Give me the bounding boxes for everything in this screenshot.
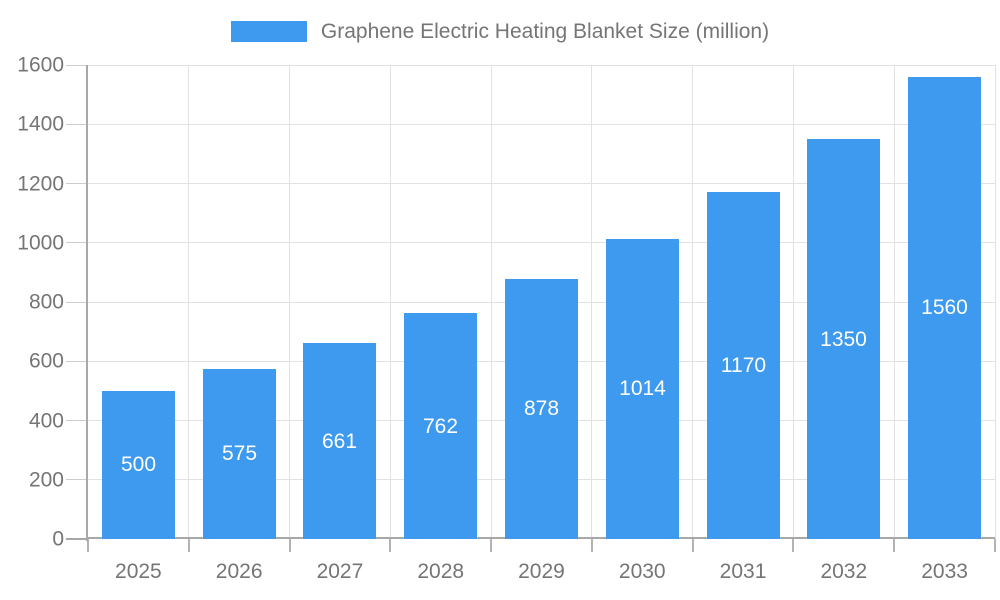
x-axis-tick [691, 539, 694, 552]
bar-value-label: 1560 [921, 296, 968, 320]
bar-2028[interactable]: 762 [404, 313, 477, 539]
y-axis-tick [66, 123, 88, 125]
gridline-vertical [389, 65, 391, 539]
y-tick-label: 1600 [17, 53, 64, 77]
x-tick-label: 2026 [215, 560, 263, 583]
y-tick-label: 600 [28, 349, 64, 373]
x-tick-label: 2033 [921, 560, 968, 583]
gridline-vertical [994, 65, 996, 539]
gridline-horizontal [88, 64, 995, 66]
x-axis-tick [590, 539, 593, 552]
y-axis-line [86, 65, 88, 541]
x-tick-label: 2028 [417, 560, 465, 583]
bar-value-label: 762 [422, 414, 459, 438]
x-tick-label: 2029 [518, 560, 565, 583]
bar-2025[interactable]: 500 [102, 390, 175, 539]
bar-2026[interactable]: 575 [203, 368, 276, 539]
y-axis-tick [66, 538, 88, 540]
bar-2032[interactable]: 1350 [807, 139, 880, 539]
x-axis-tick [490, 539, 493, 552]
y-axis-tick [66, 360, 88, 362]
x-axis-tick [994, 539, 996, 552]
y-tick-label: 400 [28, 409, 64, 432]
gridline-vertical [490, 65, 492, 539]
gridline-vertical [591, 65, 593, 539]
bar-2029[interactable]: 878 [505, 278, 578, 539]
legend[interactable]: Graphene Electric Heating Blanket Size (… [0, 21, 1000, 42]
bar-2033[interactable]: 1560 [908, 76, 981, 539]
y-tick-label: 1000 [17, 231, 64, 255]
gridline-horizontal [88, 183, 995, 184]
x-axis-tick [288, 539, 291, 552]
gridline-horizontal [88, 123, 995, 125]
gridline-vertical [893, 65, 895, 539]
gridline-horizontal [88, 242, 995, 244]
y-tick-label: 200 [28, 468, 64, 492]
bar-value-label: 661 [321, 429, 358, 453]
bar-value-label: 1350 [820, 327, 867, 351]
x-tick-label: 2031 [719, 560, 767, 583]
x-tick-label: 2030 [618, 560, 666, 583]
y-tick-label: 1400 [17, 112, 64, 136]
bar-value-label: 575 [221, 442, 258, 466]
bar-value-label: 1170 [720, 354, 767, 378]
y-axis-tick [66, 64, 88, 66]
y-axis-tick [66, 420, 88, 421]
x-axis-tick [792, 539, 795, 552]
y-tick-label: 800 [28, 290, 64, 314]
y-tick-label: 0 [52, 527, 64, 551]
y-axis-tick [66, 183, 88, 184]
y-tick-label: 1200 [17, 172, 64, 195]
bar-2027[interactable]: 661 [303, 343, 376, 539]
gridline-vertical [692, 65, 694, 539]
bar-2031[interactable]: 1170 [707, 192, 780, 539]
y-axis-tick [66, 301, 88, 303]
bar-value-label: 500 [120, 453, 157, 477]
bar-value-label: 878 [523, 397, 560, 421]
gridline-vertical [792, 65, 794, 539]
x-tick-label: 2027 [316, 560, 364, 583]
x-axis-tick [389, 539, 392, 552]
x-axis-tick [87, 539, 89, 552]
bar-value-label: 1014 [619, 377, 666, 401]
x-axis-tick [893, 539, 896, 552]
y-axis-tick [66, 242, 88, 244]
legend-swatch-icon [230, 21, 307, 42]
x-tick-label: 2032 [820, 560, 868, 583]
bar-2030[interactable]: 1014 [606, 238, 679, 539]
gridline-vertical [289, 65, 291, 539]
y-axis-tick [66, 479, 88, 481]
legend-label: Graphene Electric Heating Blanket Size (… [320, 20, 770, 43]
x-tick-label: 2025 [115, 560, 162, 583]
gridline-vertical [188, 65, 190, 539]
x-axis-tick [187, 539, 190, 552]
